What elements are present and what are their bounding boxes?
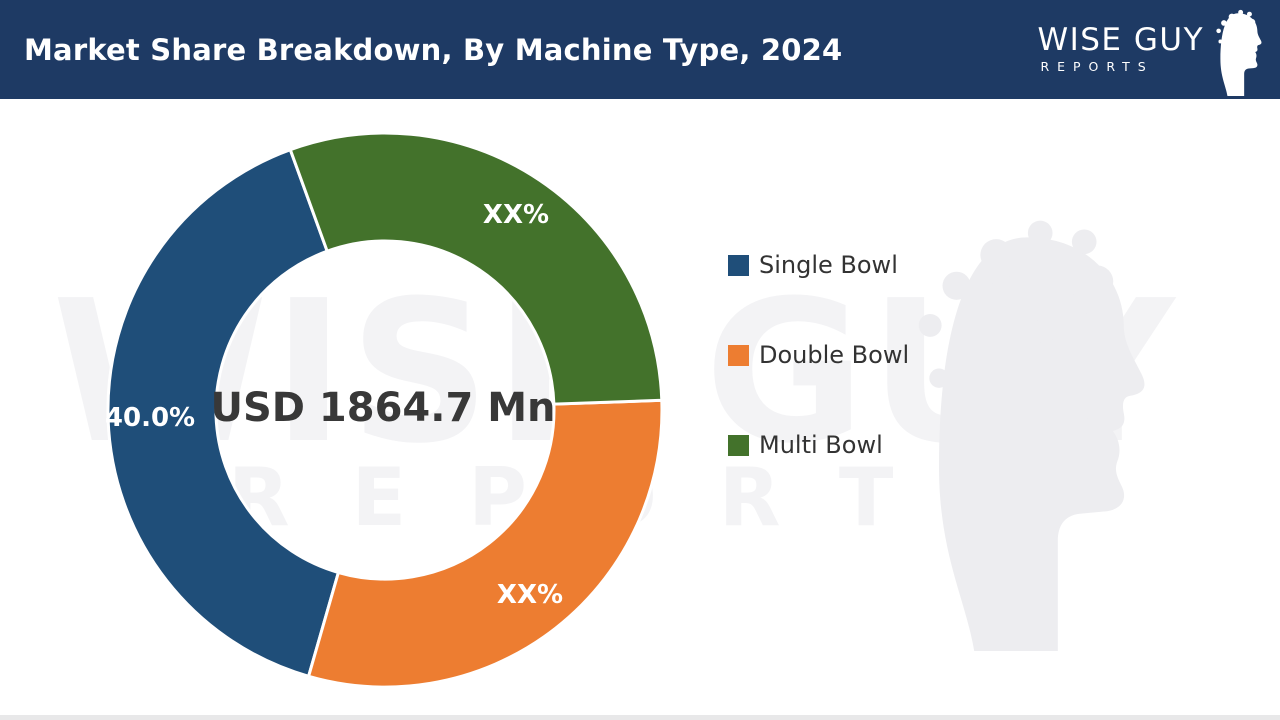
face-profile-icon [1216,9,1262,96]
legend-item-single-bowl[interactable]: Single Bowl [728,251,909,279]
legend-swatch-double-bowl [728,344,749,366]
legend-label-double-bowl: Double Bowl [759,341,910,369]
chart-center-value: USD 1864.7 Mn [210,385,556,431]
legend-swatch-single-bowl [728,254,749,276]
brand-name: WISE GUY [1037,22,1204,58]
chart-area: WISE GUY REPORTS 40.0%XX%XX% USD 1864.7 … [0,99,1280,720]
brand-logo-text: WISE GUY REPORTS [1037,22,1204,75]
header-bar: Market Share Breakdown, By Machine Type,… [0,0,1280,99]
bottom-border-strip [0,715,1280,720]
legend-label-multi-bowl: Multi Bowl [759,431,883,459]
page-title: Market Share Breakdown, By Machine Type,… [24,32,843,67]
chart-legend: Single Bowl Double Bowl Multi Bowl [728,251,909,521]
legend-item-double-bowl[interactable]: Double Bowl [728,341,909,369]
brand-subtitle: REPORTS [1040,59,1154,74]
pie-slice-single-bowl[interactable] [106,147,341,679]
slice-label-single-bowl: 40.0% [104,403,196,433]
slice-label-double-bowl: XX% [496,580,564,610]
legend-label-single-bowl: Single Bowl [759,251,898,279]
watermark-face-icon [918,220,1145,651]
donut-chart [106,131,664,689]
legend-swatch-multi-bowl [728,434,749,456]
pie-slice-multi-bowl[interactable] [288,131,664,406]
legend-item-multi-bowl[interactable]: Multi Bowl [728,431,909,459]
slice-label-multi-bowl: XX% [482,200,550,230]
pie-slice-double-bowl[interactable] [306,398,664,689]
brand-logo: WISE GUY REPORTS [1037,4,1266,96]
